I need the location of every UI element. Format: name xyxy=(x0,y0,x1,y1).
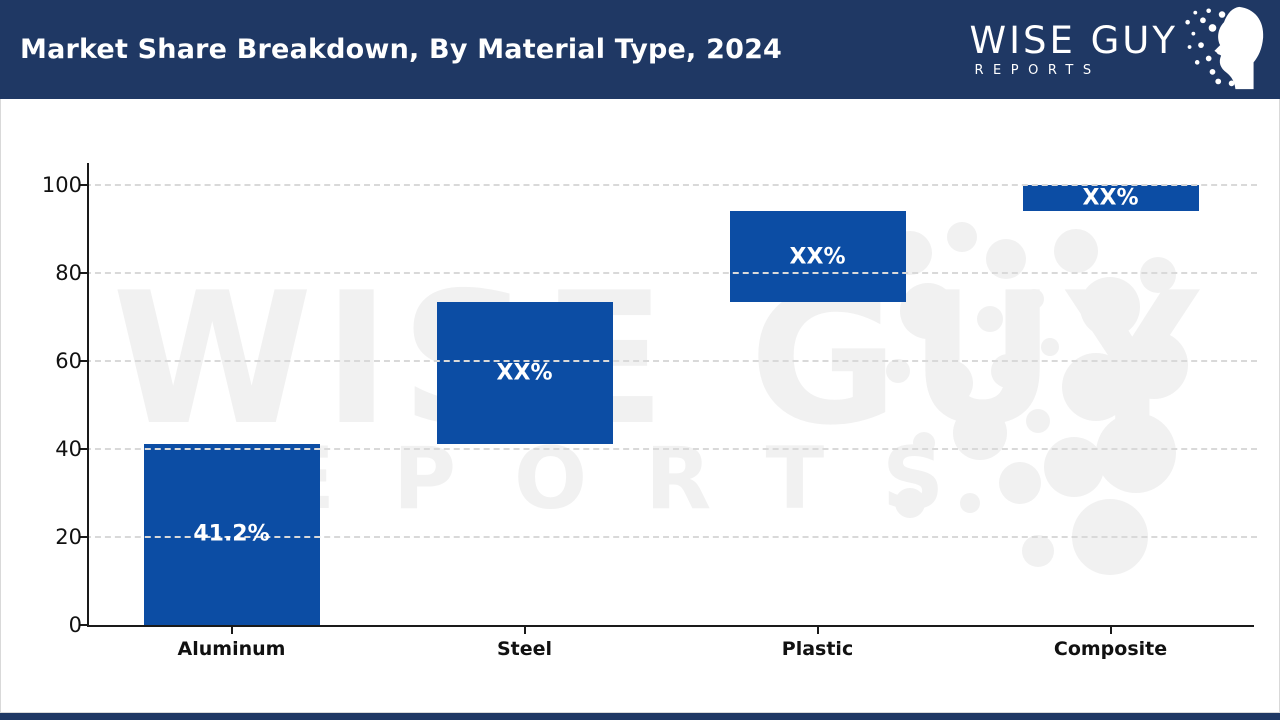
x-category-label-aluminum: Aluminum xyxy=(177,638,286,660)
gridline-60 xyxy=(85,360,1257,362)
x-category-label-plastic: Plastic xyxy=(781,638,854,660)
y-axis-line xyxy=(87,163,89,627)
x-tick-mark-aluminum xyxy=(230,627,233,634)
y-tick-label-40: 40 xyxy=(55,437,82,461)
gridline-80 xyxy=(85,272,1257,274)
wiseguy-logo-line1: WISE GUY xyxy=(969,18,1178,62)
x-tick-mark-plastic xyxy=(816,627,819,634)
watermark-head-icon xyxy=(858,215,1188,618)
y-tick-mark-20 xyxy=(80,536,88,538)
y-tick-label-100: 100 xyxy=(41,173,82,197)
plot-area: 41.2% XX% XX% XX% xyxy=(85,163,1257,625)
gridline-40 xyxy=(85,448,1257,450)
y-tick-mark-0 xyxy=(80,624,88,626)
bar-value-label-composite: XX% xyxy=(1082,185,1139,211)
wiseguy-logo-text: WISE GUY REPORTS xyxy=(970,22,1178,78)
y-tick-label-0: 0 xyxy=(68,613,82,637)
y-tick-mark-80 xyxy=(80,272,88,274)
bar-aluminum xyxy=(143,443,320,625)
y-tick-mark-100 xyxy=(80,184,88,186)
y-tick-label-20: 20 xyxy=(55,525,82,549)
x-tick-mark-composite xyxy=(1109,627,1112,634)
footer-bar xyxy=(0,713,1280,720)
bar-value-label-steel: XX% xyxy=(496,360,553,386)
x-category-label-composite: Composite xyxy=(1053,638,1168,660)
gridline-20 xyxy=(85,536,1257,538)
bar-value-label-plastic: XX% xyxy=(789,244,846,269)
bar-value-label-aluminum: 41.2% xyxy=(193,521,270,547)
gridline-100 xyxy=(85,184,1257,186)
bar-plastic xyxy=(729,211,906,302)
y-tick-label-80: 80 xyxy=(55,261,82,285)
y-tick-label-60: 60 xyxy=(55,349,82,373)
page-title: Market Share Breakdown, By Material Type… xyxy=(20,34,783,65)
wiseguy-logo: WISE GUY REPORTS xyxy=(970,5,1266,95)
footer-divider xyxy=(0,712,1280,713)
x-axis-line xyxy=(87,625,1254,627)
bar-steel xyxy=(436,301,613,444)
x-category-label-steel: Steel xyxy=(496,638,553,660)
wiseguy-logo-line2: REPORTS xyxy=(974,62,1101,78)
x-tick-mark-steel xyxy=(523,627,526,634)
y-tick-mark-40 xyxy=(80,448,88,450)
wiseguy-head-icon xyxy=(1180,5,1266,95)
bar-composite xyxy=(1022,185,1199,212)
y-tick-mark-60 xyxy=(80,360,88,362)
header-bar: Market Share Breakdown, By Material Type… xyxy=(0,0,1280,99)
